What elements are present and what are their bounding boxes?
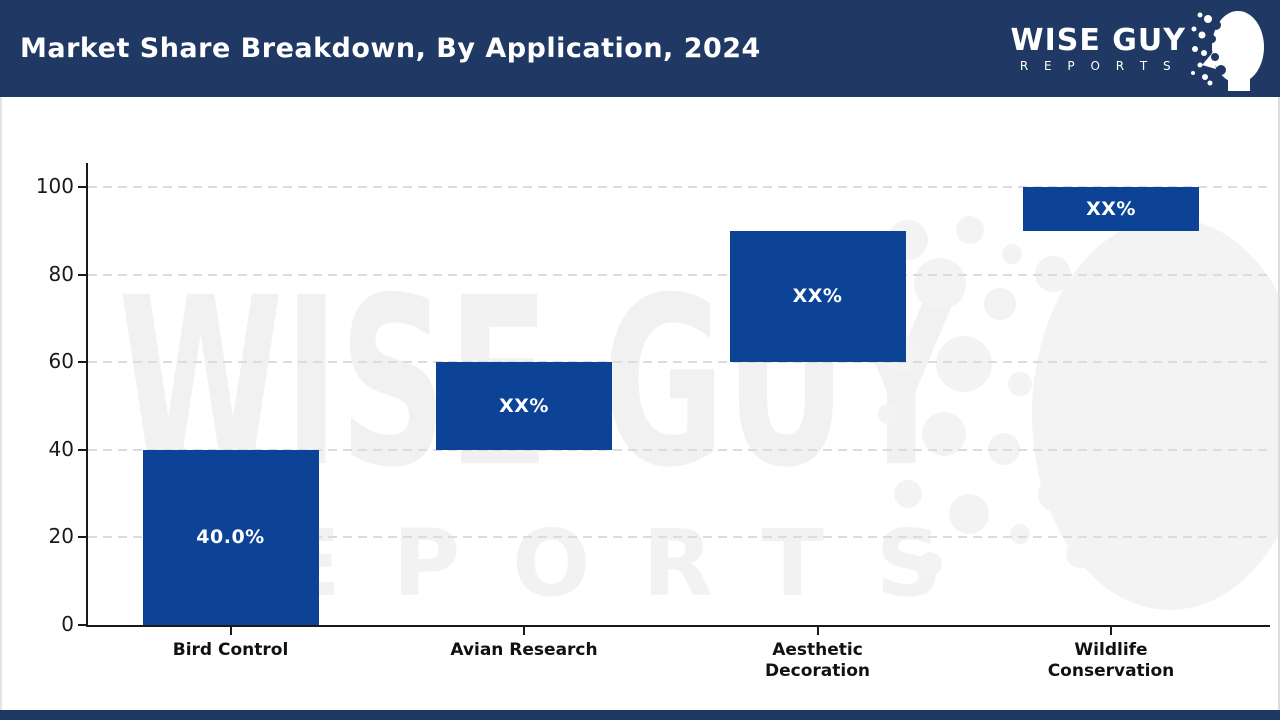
bar-value-label: XX%	[792, 285, 843, 308]
y-tick-label: 60	[48, 349, 74, 374]
watermark-head-icon	[866, 216, 1278, 610]
category-label: Aesthetic Decoration	[765, 640, 870, 681]
y-tick-label: 20	[48, 524, 74, 549]
logo-wordmark: WISE GUY	[1010, 23, 1186, 58]
chart-plot: 0 20 40 60 80 100 40.0% XX% XX% XX% Bird Control Av…	[0, 97, 1280, 710]
y-tick-mark	[78, 273, 86, 276]
category-label: Bird Control	[172, 640, 289, 660]
logo-text: WISE GUY R E P O R T S	[1010, 23, 1186, 74]
wise-guy-logo: WISE GUY R E P O R T S	[1008, 6, 1268, 92]
gridline	[88, 361, 1270, 364]
footer-bar	[0, 710, 1280, 720]
y-tick-mark	[78, 624, 86, 626]
y-tick-label: 40	[48, 436, 74, 461]
bar: XX%	[436, 362, 612, 450]
bar: XX%	[729, 230, 906, 363]
y-tick-label: 80	[48, 261, 74, 286]
dotted-head-icon	[1191, 11, 1264, 91]
bar: 40.0%	[142, 449, 319, 625]
header-band: Market Share Breakdown, By Application, …	[0, 0, 1280, 97]
y-tick-mark	[78, 536, 86, 539]
category-label: Avian Research	[450, 640, 598, 660]
gridline	[88, 448, 1270, 451]
bar-value-label: XX%	[499, 394, 549, 417]
x-tick-mark	[523, 627, 525, 635]
y-tick-label: 0	[61, 612, 74, 636]
y-tick-label: 100	[35, 174, 74, 198]
bar: XX%	[1023, 187, 1199, 231]
bar-value-label: 40.0%	[196, 526, 265, 549]
gridline	[88, 186, 1270, 188]
x-tick-mark	[816, 627, 819, 635]
x-tick-mark	[229, 627, 232, 635]
y-tick-mark	[78, 448, 86, 451]
x-tick-mark	[1110, 627, 1112, 635]
y-tick-mark	[78, 361, 86, 364]
logo-subtitle: R E P O R T S	[1019, 59, 1177, 73]
gridline	[88, 536, 1270, 539]
x-axis-spine	[86, 625, 1270, 627]
category-label: Wildlife Conservation	[1047, 640, 1175, 681]
y-tick-mark	[78, 186, 86, 188]
y-axis-spine	[86, 163, 88, 627]
gridline	[88, 273, 1270, 276]
bar-value-label: XX%	[1086, 197, 1136, 220]
page-title: Market Share Breakdown, By Application, …	[20, 33, 761, 64]
